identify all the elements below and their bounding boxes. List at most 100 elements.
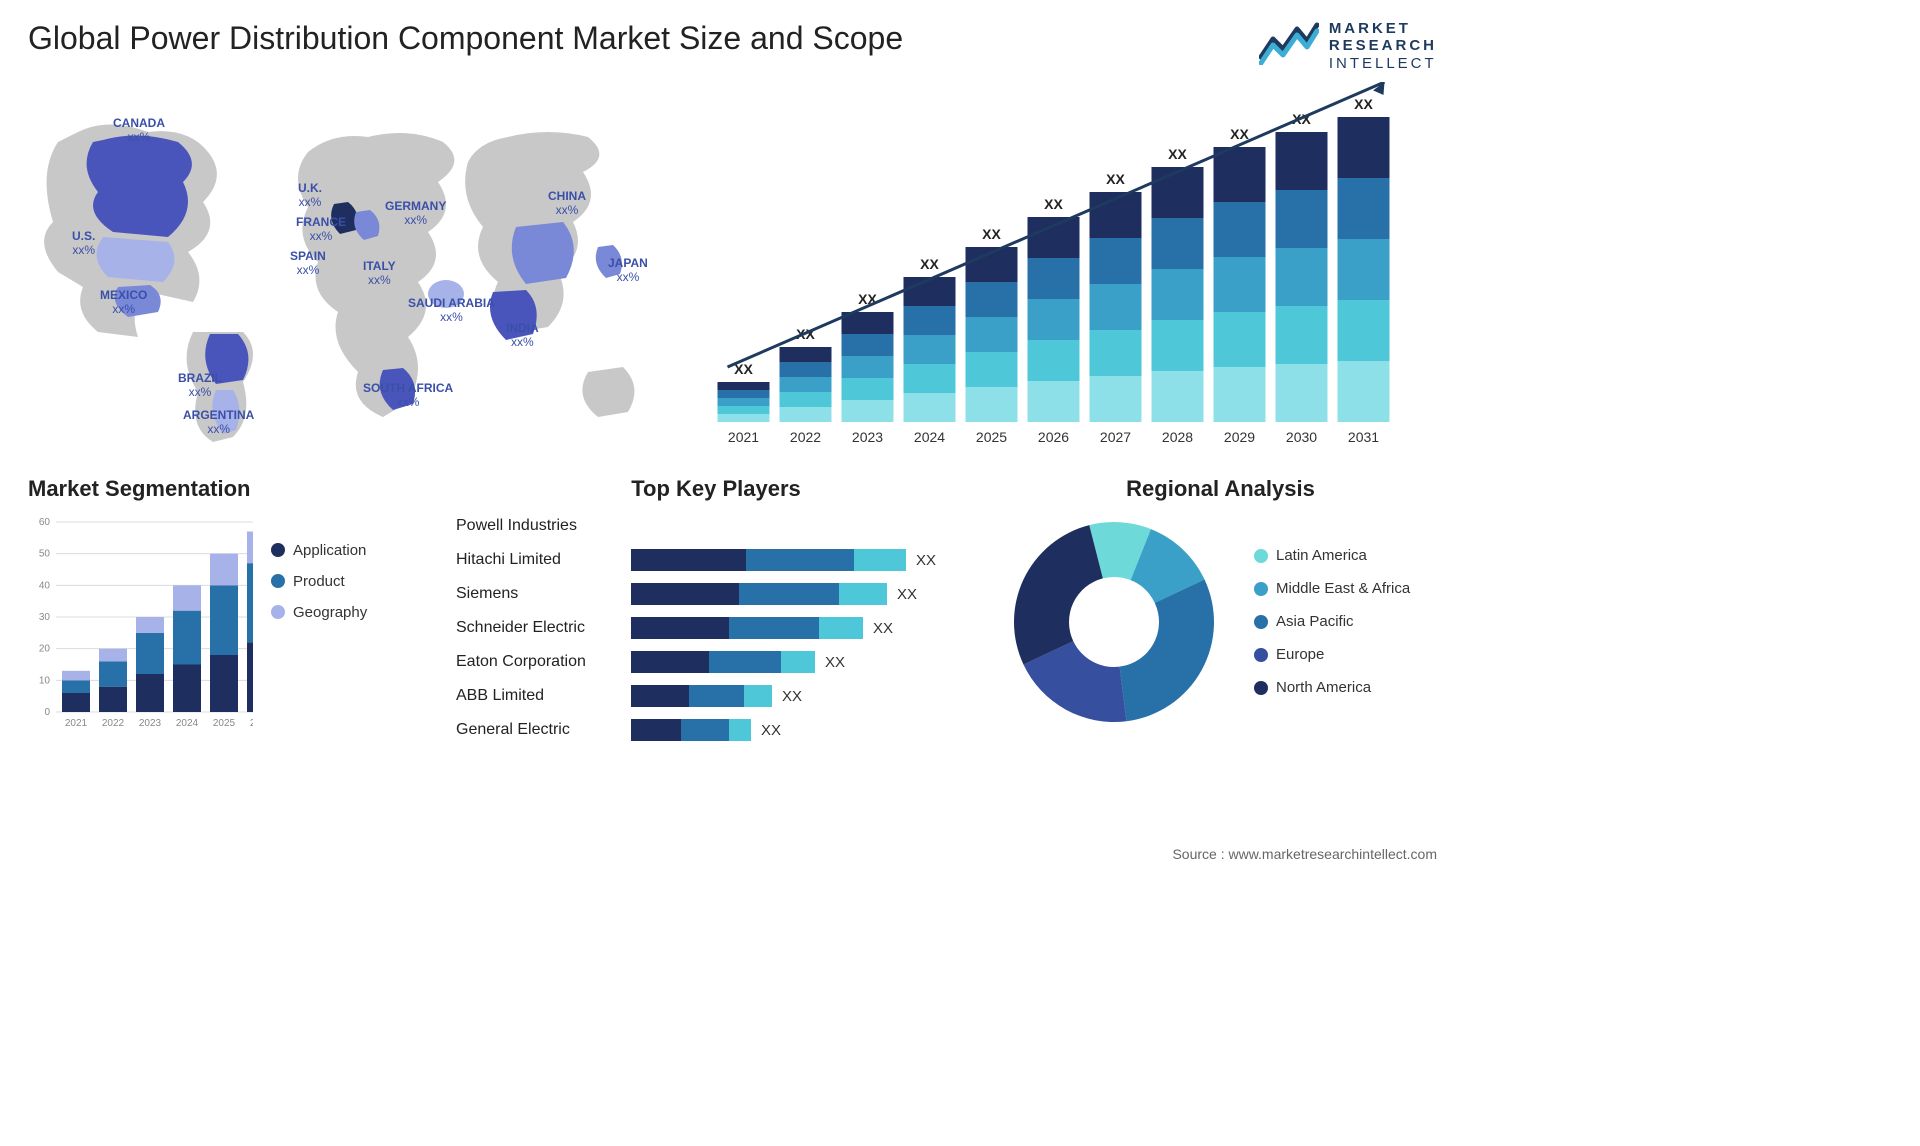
growth-bar-seg bbox=[1090, 238, 1142, 284]
player-name: General Electric bbox=[456, 721, 631, 739]
legend-item: North America bbox=[1254, 679, 1410, 696]
donut-slice bbox=[1120, 579, 1214, 721]
map-label-spain: SPAINxx% bbox=[290, 250, 326, 278]
growth-bar-seg bbox=[1028, 299, 1080, 340]
svg-text:2023: 2023 bbox=[139, 718, 162, 729]
legend-dot-icon bbox=[271, 605, 285, 619]
growth-bar-seg bbox=[1276, 190, 1328, 248]
svg-text:20: 20 bbox=[39, 643, 51, 654]
growth-bar-seg bbox=[1090, 284, 1142, 330]
legend-item: Middle East & Africa bbox=[1254, 580, 1410, 597]
player-value: XX bbox=[916, 552, 936, 569]
map-label-china: CHINAxx% bbox=[548, 190, 586, 218]
growth-bar-seg bbox=[904, 364, 956, 393]
player-value: XX bbox=[761, 722, 781, 739]
player-name: Powell Industries bbox=[456, 517, 631, 535]
player-name: Hitachi Limited bbox=[456, 551, 631, 569]
growth-bar-seg bbox=[780, 377, 832, 392]
segmentation-panel: Market Segmentation 01020304050602021202… bbox=[28, 476, 428, 745]
player-name: Eaton Corporation bbox=[456, 653, 631, 671]
player-row: Eaton CorporationXX bbox=[456, 648, 976, 677]
growth-bar-seg bbox=[780, 362, 832, 377]
growth-bar-seg bbox=[780, 392, 832, 407]
growth-bar-seg bbox=[904, 277, 956, 306]
growth-bar-seg bbox=[1028, 217, 1080, 258]
legend-item: Latin America bbox=[1254, 547, 1410, 564]
map-label-brazil: BRAZILxx% bbox=[178, 372, 222, 400]
legend-dot-icon bbox=[271, 574, 285, 588]
player-bar bbox=[631, 651, 815, 673]
svg-text:50: 50 bbox=[39, 548, 51, 559]
svg-text:2026: 2026 bbox=[250, 718, 253, 729]
growth-bar-seg bbox=[1338, 178, 1390, 239]
growth-bar-seg bbox=[966, 317, 1018, 352]
growth-bar-seg bbox=[966, 282, 1018, 317]
growth-year-label: 2025 bbox=[976, 429, 1007, 445]
growth-bar-seg bbox=[904, 335, 956, 364]
growth-bar-seg bbox=[718, 406, 770, 414]
svg-text:2021: 2021 bbox=[65, 718, 88, 729]
player-bar bbox=[631, 549, 906, 571]
seg-bar-seg bbox=[62, 671, 90, 681]
player-value: XX bbox=[873, 620, 893, 637]
player-bar bbox=[631, 719, 751, 741]
growth-year-label: 2029 bbox=[1224, 429, 1255, 445]
growth-bar-label: XX bbox=[1354, 96, 1373, 112]
growth-bar-seg bbox=[1152, 269, 1204, 320]
growth-bar-seg bbox=[718, 390, 770, 398]
growth-bar-seg bbox=[1214, 312, 1266, 367]
growth-bar-label: XX bbox=[920, 256, 939, 272]
map-label-germany: GERMANYxx% bbox=[385, 200, 446, 228]
growth-bar-seg bbox=[780, 347, 832, 362]
growth-bar-seg bbox=[1152, 218, 1204, 269]
svg-text:2022: 2022 bbox=[102, 718, 125, 729]
player-row: General Electric XX bbox=[456, 716, 976, 745]
growth-bar-seg bbox=[842, 378, 894, 400]
seg-bar-seg bbox=[247, 642, 253, 712]
player-row: SiemensXX bbox=[456, 580, 976, 609]
growth-bar-seg bbox=[842, 400, 894, 422]
map-label-argentina: ARGENTINAxx% bbox=[183, 409, 254, 437]
seg-bar-seg bbox=[210, 553, 238, 585]
legend-label: Latin America bbox=[1276, 547, 1367, 564]
growth-bar-seg bbox=[904, 306, 956, 335]
svg-text:2024: 2024 bbox=[176, 718, 199, 729]
map-label-u-s-: U.S.xx% bbox=[72, 230, 95, 258]
player-bar-seg bbox=[689, 685, 744, 707]
legend-item: Europe bbox=[1254, 646, 1410, 663]
player-bar-seg bbox=[839, 583, 887, 605]
player-bar-seg bbox=[631, 549, 746, 571]
player-row: ABB LimitedXX bbox=[456, 682, 976, 711]
growth-bar-seg bbox=[1214, 367, 1266, 422]
regional-legend: Latin AmericaMiddle East & AfricaAsia Pa… bbox=[1254, 547, 1410, 696]
legend-dot-icon bbox=[1254, 549, 1268, 563]
growth-bar-seg bbox=[1090, 376, 1142, 422]
map-label-u-k-: U.K.xx% bbox=[298, 182, 322, 210]
growth-bar-seg bbox=[1028, 258, 1080, 299]
svg-text:2025: 2025 bbox=[213, 718, 236, 729]
svg-text:10: 10 bbox=[39, 675, 51, 686]
growth-bar-label: XX bbox=[1106, 171, 1125, 187]
legend-dot-icon bbox=[1254, 648, 1268, 662]
legend-item: Product bbox=[271, 573, 367, 590]
player-bar-seg bbox=[854, 549, 906, 571]
player-bar-seg bbox=[631, 583, 739, 605]
player-bar-seg bbox=[819, 617, 863, 639]
page-title: Global Power Distribution Component Mark… bbox=[28, 20, 903, 57]
growth-year-label: 2031 bbox=[1348, 429, 1379, 445]
player-bar-seg bbox=[781, 651, 815, 673]
growth-bar-seg bbox=[1152, 371, 1204, 422]
growth-bar-seg bbox=[718, 382, 770, 390]
player-bar-seg bbox=[631, 685, 689, 707]
growth-bar-seg bbox=[1276, 364, 1328, 422]
logo-mark-icon bbox=[1259, 21, 1319, 70]
player-name: Schneider Electric bbox=[456, 619, 631, 637]
legend-label: Geography bbox=[293, 604, 367, 621]
seg-bar-seg bbox=[173, 610, 201, 664]
growth-bar-seg bbox=[842, 334, 894, 356]
player-bar bbox=[631, 685, 772, 707]
map-label-mexico: MEXICOxx% bbox=[100, 289, 147, 317]
player-name: ABB Limited bbox=[456, 687, 631, 705]
growth-bar-seg bbox=[718, 398, 770, 406]
seg-bar-seg bbox=[173, 664, 201, 712]
